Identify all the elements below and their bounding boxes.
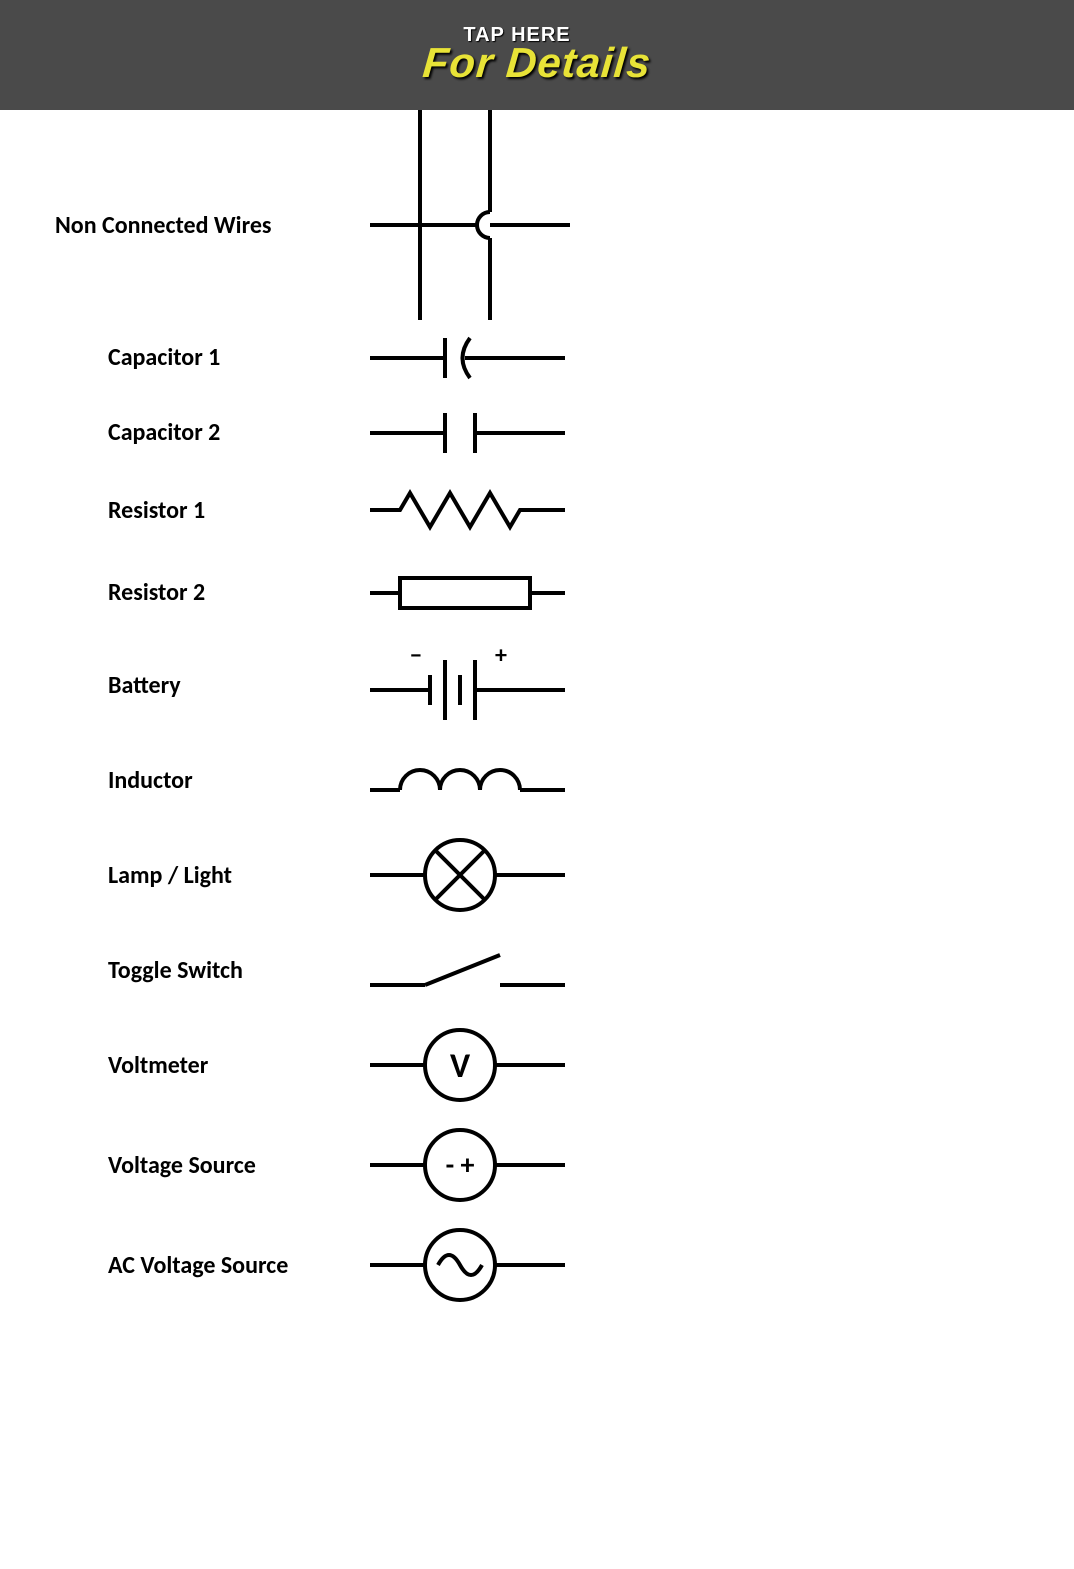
symbol-toggle-switch	[370, 945, 1074, 995]
row-battery: Battery − +	[0, 635, 1074, 735]
label-voltage-source: Voltage Source	[0, 1151, 370, 1180]
label-battery: Battery	[0, 671, 370, 700]
symbol-voltage-source: - +	[370, 1125, 1074, 1205]
svg-text:−: −	[410, 645, 422, 670]
row-voltage-source: Voltage Source - +	[0, 1115, 1074, 1215]
svg-text:+: +	[495, 645, 507, 670]
banner-details-text: For Details	[421, 39, 653, 87]
symbol-resistor-1	[370, 485, 1074, 535]
label-resistor-1: Resistor 1	[0, 496, 370, 525]
row-toggle-switch: Toggle Switch	[0, 925, 1074, 1015]
label-toggle-switch: Toggle Switch	[0, 956, 370, 985]
symbol-ac-voltage-source	[370, 1225, 1074, 1305]
symbol-voltmeter: V	[370, 1025, 1074, 1105]
label-ac-voltage-source: AC Voltage Source	[0, 1251, 370, 1280]
svg-text:V: V	[450, 1046, 471, 1087]
label-voltmeter: Voltmeter	[0, 1051, 370, 1080]
label-lamp: Lamp / Light	[0, 861, 370, 890]
row-ac-voltage-source: AC Voltage Source	[0, 1215, 1074, 1315]
symbol-resistor-2	[370, 568, 1074, 618]
symbol-battery: − +	[370, 645, 1074, 725]
symbol-non-connected-wires	[370, 130, 1074, 320]
row-voltmeter: Voltmeter V	[0, 1015, 1074, 1115]
symbol-inductor	[370, 755, 1074, 805]
label-resistor-2: Resistor 2	[0, 578, 370, 607]
label-inductor: Inductor	[0, 766, 370, 795]
row-resistor-1: Resistor 1	[0, 470, 1074, 550]
row-resistor-2: Resistor 2	[0, 550, 1074, 635]
tap-here-banner[interactable]: TAP HERE For Details	[0, 0, 1074, 110]
symbol-table: Connected Wires Non Connected Wires	[0, 0, 1074, 1315]
row-non-connected-wires: Non Connected Wires	[0, 130, 1074, 320]
symbol-capacitor-1	[370, 333, 1074, 383]
row-lamp: Lamp / Light	[0, 825, 1074, 925]
row-capacitor-1: Capacitor 1	[0, 320, 1074, 395]
row-inductor: Inductor	[0, 735, 1074, 825]
label-capacitor-2: Capacitor 2	[0, 418, 370, 447]
label-non-connected-wires: Non Connected Wires	[0, 211, 370, 240]
label-capacitor-1: Capacitor 1	[0, 343, 370, 372]
row-capacitor-2: Capacitor 2	[0, 395, 1074, 470]
symbol-capacitor-2	[370, 408, 1074, 458]
svg-text:- +: - +	[446, 1147, 475, 1182]
symbol-lamp	[370, 835, 1074, 915]
